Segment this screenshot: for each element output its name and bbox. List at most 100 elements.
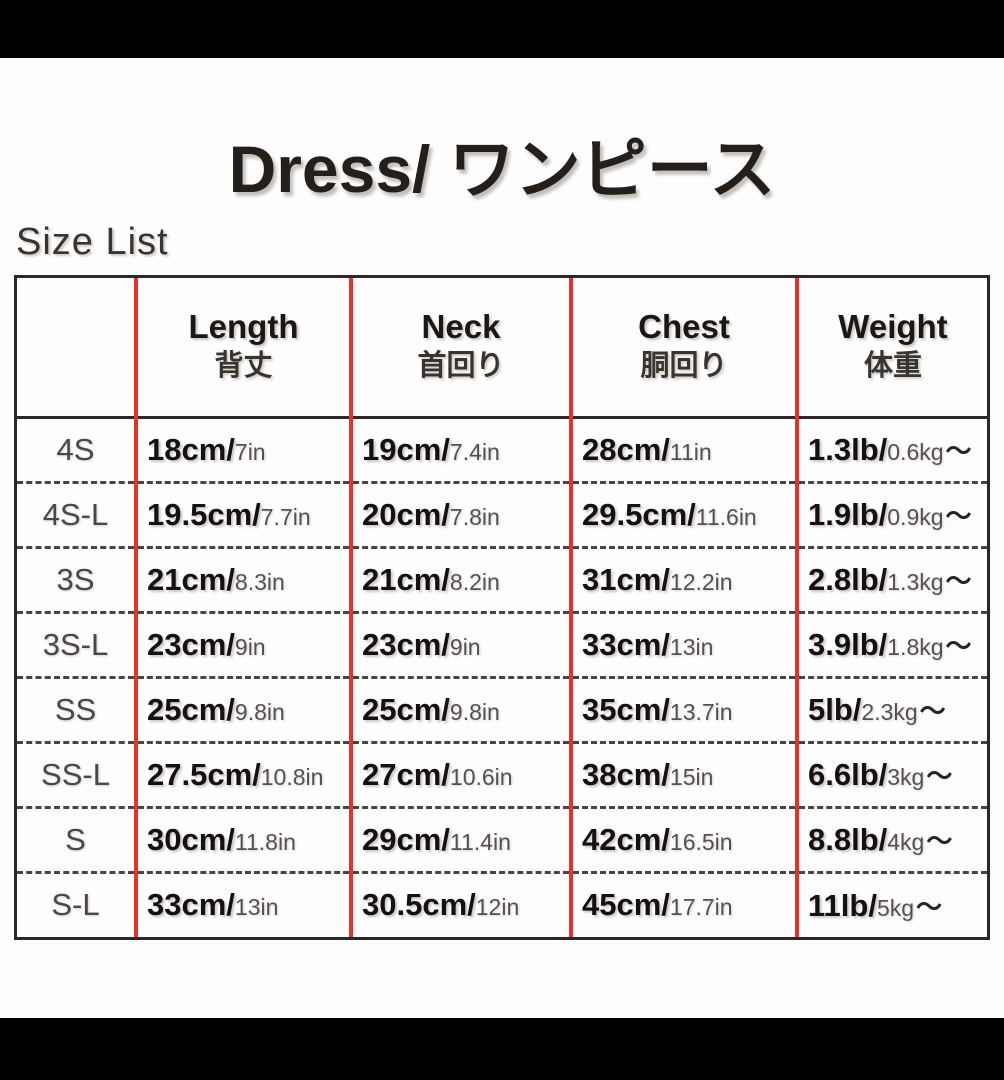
length-value-cell: 18cm/7in <box>134 417 351 484</box>
neck-value-primary: 29cm/ <box>362 821 450 857</box>
length-value-cell: 25cm/9.8in <box>134 677 351 744</box>
length-value-primary: 23cm/ <box>147 626 235 662</box>
neck-value-primary: 19cm/ <box>362 431 450 467</box>
neck-value-secondary: 7.4in <box>449 438 500 465</box>
length-value-secondary: 7in <box>234 438 266 465</box>
weight-value-cell: 3.9lb/1.8kg～ <box>795 612 987 679</box>
size-table: Length 背丈 Neck 首回り Chest 胴回り Weight 体重 <box>17 278 987 937</box>
length-value-secondary: 13in <box>234 894 279 921</box>
weight-value-primary: 3.9lb/ <box>808 627 888 662</box>
chest-value-cell: 31cm/12.2in <box>569 547 797 614</box>
chest-value-secondary: 17.7in <box>669 894 733 921</box>
chest-value-cell: 28cm/11in <box>569 417 797 484</box>
neck-value-secondary: 10.6in <box>449 763 513 790</box>
neck-value-secondary: 12in <box>475 894 520 921</box>
table-row: SS-L 27.5cm/10.8in 27cm/10.6in 38cm/15in 6.6… <box>17 742 987 809</box>
chest-value-cell: 33cm/13in <box>569 612 797 679</box>
length-value-primary: 27.5cm/ <box>147 756 261 792</box>
weight-value-range-tilde: ～ <box>945 566 972 596</box>
chest-value-secondary: 13.7in <box>669 698 733 725</box>
length-value-cell: 33cm/13in <box>134 872 351 937</box>
table-row: S-L 33cm/13in 30.5cm/12in 45cm/17.7in 11lb/5… <box>17 872 987 937</box>
chest-value-primary: 45cm/ <box>582 887 670 923</box>
table-row: SS 25cm/9.8in 25cm/9.8in 35cm/13.7in 5lb/2.3… <box>17 677 987 744</box>
length-value-cell: 27.5cm/10.8in <box>134 742 351 809</box>
chest-value-cell: 29.5cm/11.6in <box>569 482 797 549</box>
weight-value-secondary: 5kg <box>876 894 915 921</box>
header-cell-chest: Chest 胴回り <box>569 278 797 419</box>
page-title: Dress/ ワンピース <box>228 132 776 206</box>
chest-value-primary: 31cm/ <box>582 561 670 597</box>
weight-value-cell: 1.3lb/0.6kg～ <box>795 417 987 484</box>
table-row: 3S 21cm/8.3in 21cm/8.2in 31cm/12.2in 2.8lb/1… <box>17 547 987 614</box>
chest-value-secondary: 11in <box>669 438 712 465</box>
weight-value-range-tilde: ～ <box>916 891 943 922</box>
chest-value-secondary: 13in <box>669 633 714 660</box>
weight-value-range-tilde: ～ <box>926 826 953 856</box>
chest-value-primary: 42cm/ <box>582 821 670 857</box>
chest-value-cell: 42cm/16.5in <box>569 807 797 874</box>
length-value-primary: 18cm/ <box>147 431 235 467</box>
neck-value-cell: 25cm/9.8in <box>349 677 571 744</box>
header-length-en: Length <box>188 307 299 345</box>
header-cell-weight: Weight 体重 <box>795 278 987 419</box>
neck-value-primary: 20cm/ <box>362 496 450 532</box>
weight-value-secondary: 1.3kg <box>887 569 944 595</box>
weight-value-cell: 5lb/2.3kg～ <box>795 677 987 744</box>
length-value-secondary: 10.8in <box>260 763 324 790</box>
chest-value-primary: 29.5cm/ <box>582 496 696 532</box>
length-value-primary: 19.5cm/ <box>147 496 261 532</box>
length-value-primary: 33cm/ <box>147 887 235 923</box>
table-row: S 30cm/11.8in 29cm/11.4in 42cm/16.5in 8.8lb/… <box>17 807 987 874</box>
weight-value-range-tilde: ～ <box>945 501 972 531</box>
weight-value-range-tilde: ～ <box>926 761 953 791</box>
neck-value-primary: 21cm/ <box>362 561 450 597</box>
weight-value-primary: 1.3lb/ <box>808 432 888 467</box>
size-label-cell: 3S <box>17 547 136 614</box>
weight-value-secondary: 0.6kg <box>887 439 944 465</box>
weight-value-primary: 1.9lb/ <box>808 497 888 532</box>
neck-value-cell: 30.5cm/12in <box>349 872 571 937</box>
letterbox-bottom-bar <box>0 1018 1004 1080</box>
weight-value-cell: 11lb/5kg～ <box>795 872 987 937</box>
table-row: 4S-L 19.5cm/7.7in 20cm/7.8in 29.5cm/11.6in 1… <box>17 482 987 549</box>
chest-value-secondary: 16.5in <box>669 828 733 855</box>
header-weight-en: Weight <box>838 307 948 345</box>
size-label-cell: 3S-L <box>17 612 136 679</box>
length-value-primary: 30cm/ <box>147 821 235 857</box>
weight-value-primary: 5lb/ <box>808 692 862 727</box>
header-neck-jp: 首回り <box>417 350 505 383</box>
table-header: Length 背丈 Neck 首回り Chest 胴回り Weight 体重 <box>17 278 987 419</box>
table-body: 4S 18cm/7in 19cm/7.4in 28cm/11in 1.3lb/0.6kg… <box>17 417 987 937</box>
chest-value-cell: 38cm/15in <box>569 742 797 809</box>
neck-value-primary: 25cm/ <box>362 691 450 727</box>
neck-value-primary: 27cm/ <box>362 756 450 792</box>
length-value-primary: 25cm/ <box>147 691 235 727</box>
size-table-container: Length 背丈 Neck 首回り Chest 胴回り Weight 体重 <box>14 275 990 940</box>
length-value-cell: 30cm/11.8in <box>134 807 351 874</box>
length-value-cell: 23cm/9in <box>134 612 351 679</box>
neck-value-cell: 29cm/11.4in <box>349 807 571 874</box>
length-value-cell: 21cm/8.3in <box>134 547 351 614</box>
weight-value-secondary: 1.8kg <box>887 634 944 660</box>
neck-value-cell: 23cm/9in <box>349 612 571 679</box>
weight-value-primary: 2.8lb/ <box>808 562 888 597</box>
weight-value-range-tilde: ～ <box>945 436 972 466</box>
weight-value-range-tilde: ～ <box>945 631 972 661</box>
header-neck-en: Neck <box>421 307 501 345</box>
weight-value-secondary: 0.9kg <box>887 504 944 530</box>
weight-value-range-tilde: ～ <box>919 696 946 726</box>
chest-value-cell: 45cm/17.7in <box>569 872 797 937</box>
weight-value-cell: 2.8lb/1.3kg～ <box>795 547 987 614</box>
header-chest-en: Chest <box>638 307 730 345</box>
neck-value-primary: 30.5cm/ <box>362 887 476 923</box>
size-label-cell: 4S-L <box>17 482 136 549</box>
neck-value-cell: 20cm/7.8in <box>349 482 571 549</box>
header-chest-jp: 胴回り <box>640 350 728 383</box>
weight-value-secondary: 2.3kg <box>861 699 918 725</box>
neck-value-cell: 19cm/7.4in <box>349 417 571 484</box>
neck-value-secondary: 9.8in <box>449 698 500 725</box>
header-weight-jp: 体重 <box>863 350 922 383</box>
header-cell-length: Length 背丈 <box>134 278 351 419</box>
neck-value-primary: 23cm/ <box>362 626 450 662</box>
